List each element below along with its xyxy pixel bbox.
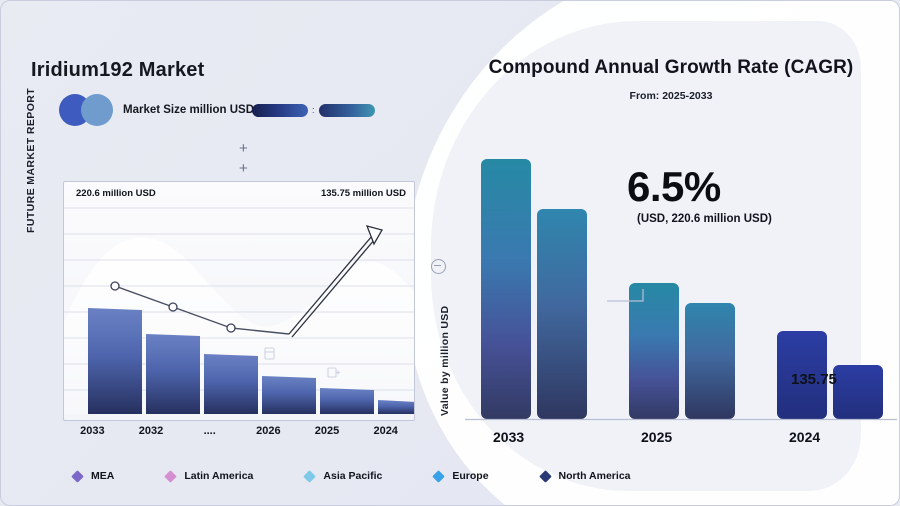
- legend-item-mea[interactable]: MEA: [71, 469, 115, 483]
- left-chart-x-axis: 2033 2032 .... 2026 2025 2024: [63, 425, 415, 443]
- right-chart-svg: [465, 159, 897, 421]
- trend-line: [114, 285, 290, 335]
- legend-label: Europe: [452, 470, 489, 482]
- right-chart-x-axis: 2033 2025 2024: [451, 429, 899, 449]
- bar-2025-a: [629, 283, 679, 419]
- legend-item-north-america[interactable]: North America: [538, 469, 631, 483]
- watermark-icons: [264, 347, 340, 378]
- legend-label: Latin America: [184, 470, 254, 482]
- legend-label: North America: [558, 470, 631, 482]
- gradient-pill-right: [318, 103, 375, 117]
- legend-item-latin-america[interactable]: Latin America: [164, 469, 254, 483]
- growth-arrow-icon: [288, 225, 383, 338]
- legend-item-europe[interactable]: Europe: [432, 469, 489, 483]
- legend: MEA Latin America Asia Pacific Europe No…: [71, 464, 833, 488]
- left-chart-start-value-label: 220.6 million USD: [76, 188, 156, 199]
- bar-2025-b: [685, 303, 735, 419]
- legend-label: MEA: [91, 470, 115, 482]
- two-circles-logo-icon: [59, 94, 121, 126]
- legend-marker-icon: [71, 469, 84, 483]
- x-tick-label: 2025: [314, 425, 340, 437]
- legend-marker-icon: [538, 469, 552, 483]
- page-title: Iridium192 Market: [31, 59, 205, 81]
- left-panel: Iridium192 Market Market Size million US…: [1, 1, 451, 505]
- decorative-bracket: [607, 289, 644, 302]
- brand-row: Market Size million USD :: [59, 93, 375, 127]
- bar-data-label: 135.75: [791, 371, 837, 388]
- legend-item-asia-pacific[interactable]: Asia Pacific: [303, 469, 383, 483]
- gradient-pill-left: [252, 103, 309, 117]
- bar-2033-b: [537, 209, 587, 419]
- brand-subtitle: Market Size million USD: [123, 104, 255, 116]
- left-chart-y-axis-label: FUTURE MARKET REPORT: [25, 87, 37, 233]
- cagr-note: (USD, 220.6 million USD): [637, 213, 772, 225]
- plus-icon-2: +: [239, 160, 248, 177]
- x-tick-label: 2025: [641, 429, 673, 445]
- legend-label: Asia Pacific: [323, 470, 383, 482]
- x-tick-label: 2033: [80, 425, 105, 437]
- x-tick-label: 2024: [789, 429, 821, 445]
- cagr-subtitle: From: 2025-2033: [629, 90, 713, 102]
- legend-marker-icon: [164, 469, 178, 483]
- left-chart-bars: [88, 308, 414, 414]
- left-chart-svg: [64, 207, 414, 414]
- right-chart-plot-area: [451, 151, 899, 426]
- right-panel: Compound Annual Growth Rate (CAGR) From:…: [441, 1, 899, 505]
- bar-2024-b: [833, 365, 883, 419]
- cagr-title: Compound Annual Growth Rate (CAGR): [488, 57, 854, 78]
- x-tick-label: 2032: [138, 425, 164, 437]
- x-tick-label: 2024: [373, 425, 398, 437]
- x-tick-label: 2033: [493, 429, 525, 445]
- plus-icon-1: +: [239, 140, 248, 157]
- x-tick-label: 2026: [256, 425, 281, 437]
- x-tick-label: ....: [203, 425, 216, 437]
- cagr-value: 6.5%: [627, 163, 721, 210]
- bar-2033-a: [481, 159, 531, 419]
- left-chart-end-value-label: 135.75 million USD: [320, 188, 406, 199]
- bar-2024-a: [777, 331, 827, 419]
- trend-markers: [110, 281, 236, 333]
- pill-separator: :: [312, 105, 315, 115]
- minus-circle-icon: [431, 259, 446, 274]
- legend-marker-icon: [432, 469, 446, 483]
- left-chart-plot-area: 220.6 million USD 135.75 million USD: [63, 181, 415, 421]
- legend-marker-icon: [303, 469, 317, 483]
